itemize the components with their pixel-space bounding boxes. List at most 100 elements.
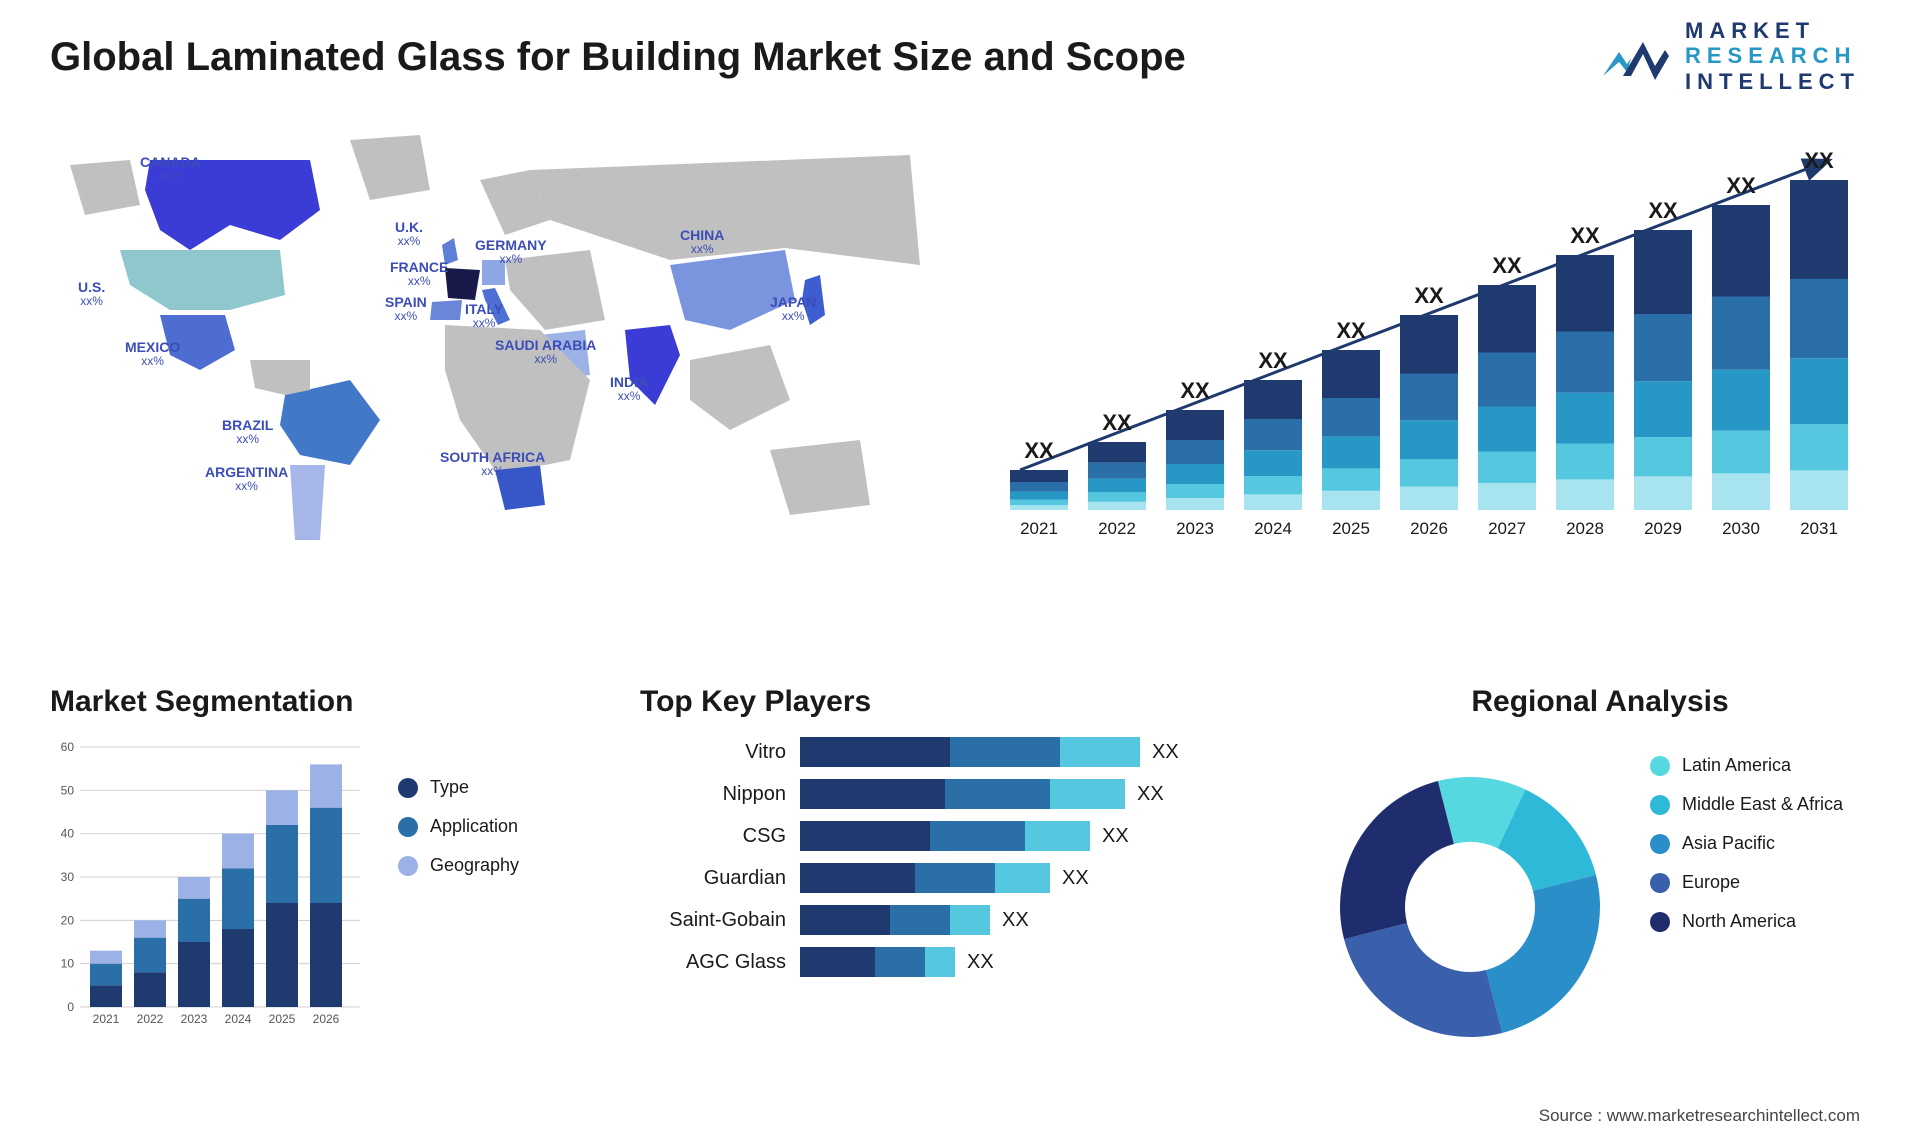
- kp-bar-seg: [945, 779, 1050, 809]
- seg-bar-seg: [266, 790, 298, 825]
- kp-value: XX: [1002, 909, 1029, 932]
- map-label-spain: SPAINxx%: [385, 295, 427, 324]
- main-bar-seg: [1478, 353, 1536, 407]
- svg-text:2023: 2023: [181, 1012, 208, 1026]
- svg-text:2024: 2024: [225, 1012, 252, 1026]
- kp-bar: [800, 737, 1140, 767]
- map-country-greenland: [350, 135, 430, 200]
- segmentation-title: Market Segmentation: [50, 685, 570, 719]
- seg-bar-seg: [134, 920, 166, 937]
- logo-icon: [1597, 24, 1673, 88]
- map-country-spain: [430, 300, 462, 320]
- seg-bar-seg: [178, 899, 210, 942]
- kp-bar-seg: [800, 905, 890, 935]
- main-bar-seg: [1244, 476, 1302, 494]
- main-bar-value: XX: [1648, 198, 1678, 223]
- main-bar-seg: [1322, 350, 1380, 398]
- kp-label: Vitro: [640, 741, 800, 764]
- map-label-japan: JAPANxx%: [770, 295, 816, 324]
- map-label-france: FRANCExx%: [390, 260, 448, 289]
- seg-bar-seg: [134, 938, 166, 973]
- legend-label: Geography: [430, 855, 519, 876]
- main-bar-chart: XX2021XX2022XX2023XX2024XX2025XX2026XX20…: [980, 120, 1860, 600]
- main-bar-seg: [1790, 470, 1848, 510]
- main-bar-seg: [1712, 205, 1770, 297]
- main-bar-seg: [1478, 483, 1536, 510]
- legend-label: Application: [430, 816, 518, 837]
- main-bar-seg: [1712, 370, 1770, 431]
- map-label-uk: U.K.xx%: [395, 220, 423, 249]
- svg-text:2026: 2026: [313, 1012, 340, 1026]
- main-bar-seg: [1244, 494, 1302, 510]
- main-bar-seg: [1322, 491, 1380, 510]
- kp-bar-seg: [1050, 779, 1125, 809]
- main-bar-value: XX: [1492, 253, 1522, 278]
- map-label-saudiarabia: SAUDI ARABIAxx%: [495, 338, 596, 367]
- svg-text:0: 0: [67, 1000, 74, 1014]
- main-bar-seg: [1790, 358, 1848, 424]
- kp-bar-seg: [890, 905, 950, 935]
- kp-label: AGC Glass: [640, 951, 800, 974]
- regional-legend: Latin AmericaMiddle East & AfricaAsia Pa…: [1650, 755, 1843, 932]
- source-text: Source : www.marketresearchintellect.com: [1539, 1106, 1860, 1126]
- seg-legend-item: Type: [398, 777, 519, 798]
- kp-bar: [800, 947, 955, 977]
- seg-bar-seg: [178, 942, 210, 1007]
- kp-label: Guardian: [640, 867, 800, 890]
- map-country-southam_n: [250, 360, 310, 395]
- kp-bar-seg: [995, 863, 1050, 893]
- main-bar-year: 2026: [1410, 519, 1448, 538]
- svg-text:40: 40: [61, 827, 75, 841]
- map-label-southafrica: SOUTH AFRICAxx%: [440, 450, 545, 479]
- map-label-brazil: BRAZILxx%: [222, 418, 273, 447]
- svg-text:30: 30: [61, 870, 75, 884]
- kp-bar: [800, 863, 1050, 893]
- main-bar-seg: [1244, 450, 1302, 476]
- kp-bar-seg: [800, 863, 915, 893]
- svg-text:2025: 2025: [269, 1012, 296, 1026]
- main-bar-seg: [1634, 314, 1692, 381]
- main-bar-value: XX: [1414, 283, 1444, 308]
- map-label-canada: CANADAxx%: [140, 155, 201, 184]
- main-bar-seg: [1478, 285, 1536, 353]
- svg-text:20: 20: [61, 913, 75, 927]
- main-bar-seg: [1400, 420, 1458, 459]
- legend-label: Europe: [1682, 872, 1740, 893]
- map-country-alaska: [70, 160, 140, 215]
- main-bar-year: 2024: [1254, 519, 1292, 538]
- segmentation-chart: 0102030405060202120222023202420252026: [50, 737, 370, 1027]
- kp-row: CSGXX: [640, 821, 1260, 851]
- kp-bar-seg: [915, 863, 995, 893]
- kp-bar-seg: [950, 905, 990, 935]
- main-bar-value: XX: [1102, 410, 1132, 435]
- main-bar-value: XX: [1726, 173, 1756, 198]
- kp-label: Saint-Gobain: [640, 909, 800, 932]
- regional-legend-item: Middle East & Africa: [1650, 794, 1843, 815]
- main-bar-seg: [1244, 419, 1302, 450]
- logo-line2: RESEARCH: [1685, 43, 1860, 68]
- map-label-mexico: MEXICOxx%: [125, 340, 180, 369]
- map-label-china: CHINAxx%: [680, 228, 724, 257]
- kp-bar-seg: [800, 737, 950, 767]
- kp-bar-seg: [800, 821, 930, 851]
- map-label-india: INDIAxx%: [610, 375, 648, 404]
- main-bar-seg: [1634, 437, 1692, 476]
- main-bar-year: 2025: [1332, 519, 1370, 538]
- svg-text:60: 60: [61, 740, 75, 754]
- seg-bar-seg: [178, 877, 210, 899]
- main-bar-value: XX: [1180, 378, 1210, 403]
- kp-bar-seg: [800, 947, 875, 977]
- segmentation-section: Market Segmentation 01020304050602021202…: [50, 685, 570, 1065]
- main-bar-seg: [1166, 410, 1224, 440]
- main-bar-seg: [1556, 255, 1614, 332]
- kp-value: XX: [1137, 783, 1164, 806]
- main-bar-value: XX: [1570, 223, 1600, 248]
- seg-bar-seg: [134, 972, 166, 1007]
- main-bar-seg: [1400, 459, 1458, 486]
- svg-text:10: 10: [61, 957, 75, 971]
- legend-swatch: [1650, 795, 1670, 815]
- main-bar-seg: [1556, 444, 1614, 480]
- seg-bar-seg: [222, 929, 254, 1007]
- main-bar-seg: [1400, 487, 1458, 510]
- main-bar-seg: [1088, 479, 1146, 493]
